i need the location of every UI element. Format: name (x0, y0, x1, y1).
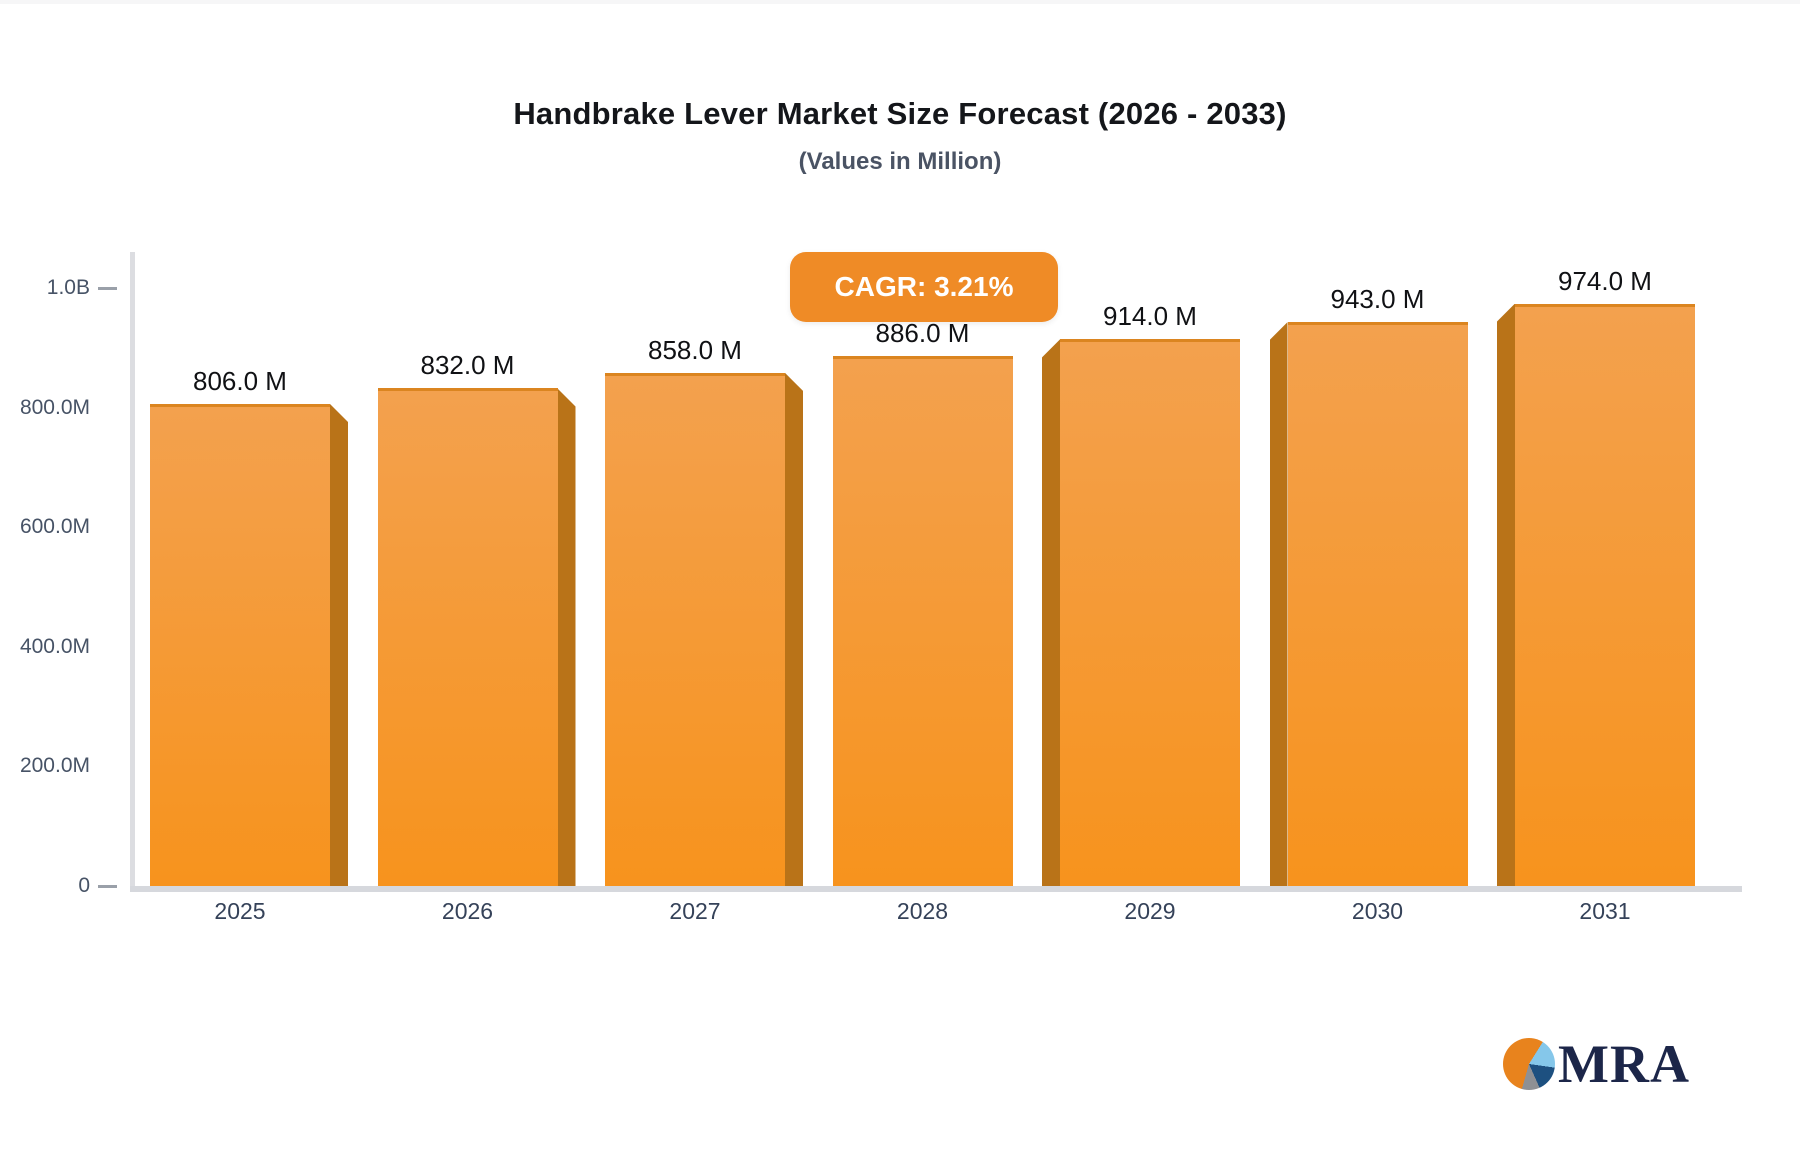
bar-value-label-2029: 914.0 M (1103, 301, 1197, 332)
bar-side-face-2027 (785, 372, 803, 886)
chart-subtitle: (Values in Million) (798, 148, 1002, 175)
bar-2031[interactable] (1515, 303, 1695, 886)
x-axis-label-2025: 2025 (214, 898, 266, 924)
bar-side-face-2029 (1042, 339, 1060, 886)
y-axis-tick-mark (98, 287, 117, 290)
x-axis-label-2031: 2031 (1579, 898, 1631, 924)
x-axis-label-2026: 2026 (441, 898, 494, 924)
bar-value-label-2031: 974.0 M (1558, 265, 1652, 296)
pie-chart-icon (1503, 1038, 1555, 1090)
brand-logo: MRA (1503, 1036, 1690, 1092)
bar-value-label-2030: 943.0 M (1330, 284, 1425, 315)
bar-2026[interactable] (377, 388, 558, 886)
bar-2029[interactable] (1060, 339, 1240, 886)
bar-side-face-2030 (1269, 322, 1288, 886)
y-axis-tick-label: 0 (78, 874, 90, 897)
y-axis-tick-label: 200.0M (19, 754, 90, 778)
top-strip (0, 0, 1800, 4)
x-axis-label-2028: 2028 (896, 898, 949, 924)
x-axis-label-2029: 2029 (1124, 898, 1176, 924)
y-axis-tick-mark (98, 885, 117, 888)
x-axis-label-2030: 2030 (1351, 898, 1404, 924)
bar-side-face-2026 (557, 388, 576, 886)
x-axis-label-2027: 2027 (669, 898, 721, 924)
bar-side-face-2031 (1497, 303, 1515, 886)
bar-value-label-2028: 886.0 M (875, 318, 970, 349)
bar-side-face-2025 (330, 404, 348, 886)
brand-logo-text: MRA (1558, 1034, 1690, 1094)
x-axis-baseline (130, 886, 1742, 892)
bar-value-label-2026: 832.0 M (420, 350, 515, 381)
bar-2027[interactable] (605, 372, 785, 886)
chart-title: Handbrake Lever Market Size Forecast (20… (513, 96, 1287, 131)
y-axis-tick-label: 800.0M (19, 395, 90, 419)
y-axis-tick-label: 600.0M (19, 515, 90, 539)
y-axis-line (130, 252, 135, 886)
cagr-badge: CAGR: 3.21% (790, 252, 1058, 322)
bar-2028[interactable] (832, 356, 1013, 886)
bar-2025[interactable] (150, 404, 330, 886)
bar-value-label-2027: 858.0 M (648, 334, 742, 365)
bar-value-label-2025: 806.0 M (193, 366, 287, 396)
bar-2030[interactable] (1287, 322, 1468, 886)
y-axis-tick-label: 1.0B (46, 276, 90, 299)
y-axis-tick-label: 400.0M (19, 634, 90, 658)
